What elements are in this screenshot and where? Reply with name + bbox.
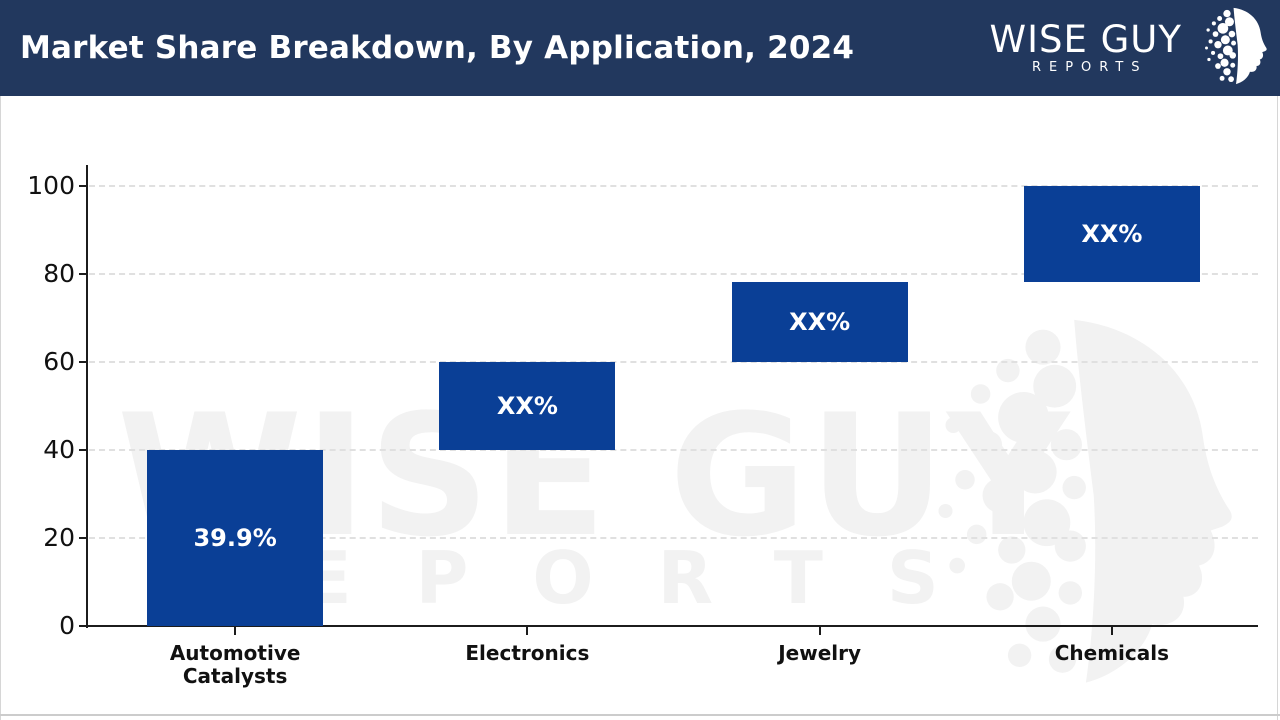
logo-wordmark: WISE GUY bbox=[989, 17, 1182, 61]
bar-chemicals: XX% bbox=[1023, 186, 1200, 282]
y-tick-label-60: 60 bbox=[43, 347, 75, 376]
y-tick-60 bbox=[79, 361, 88, 363]
wiseguy-face-icon bbox=[1205, 7, 1267, 85]
x-category-label-3: Chemicals bbox=[1054, 641, 1170, 665]
chart-canvas: WISE GUY REPORTS 0 20 40 60 80 100 39.9% Automo… bbox=[0, 96, 1278, 720]
y-tick-label-80: 80 bbox=[43, 259, 75, 288]
header: Market Share Breakdown, By Application, … bbox=[0, 0, 1280, 96]
x-category-label-0: Automotive Catalysts bbox=[169, 641, 301, 688]
gridline-80 bbox=[89, 273, 1258, 275]
gridline-100 bbox=[89, 185, 1258, 187]
x-category-label-1: Electronics bbox=[465, 641, 590, 665]
chart-title: Market Share Breakdown, By Application, … bbox=[20, 30, 855, 66]
wiseguy-logo: WISE GUY REPORTS bbox=[990, 6, 1268, 90]
x-category-label-2: Jewelry bbox=[778, 641, 862, 665]
y-tick-label-100: 100 bbox=[27, 171, 75, 200]
gridline-40 bbox=[89, 449, 1258, 451]
y-tick-label-40: 40 bbox=[43, 435, 75, 464]
gridline-20 bbox=[89, 537, 1258, 539]
bar-value-label: 39.9% bbox=[193, 524, 277, 553]
x-tick-3 bbox=[1110, 626, 1113, 635]
y-tick-label-20: 20 bbox=[43, 523, 75, 552]
bottom-border-rule bbox=[0, 714, 1280, 716]
x-axis-line bbox=[85, 625, 1258, 627]
y-tick-40 bbox=[79, 449, 88, 451]
x-tick-2 bbox=[818, 626, 821, 635]
bar-jewelry: XX% bbox=[731, 281, 908, 363]
y-axis-line bbox=[86, 165, 88, 628]
x-tick-1 bbox=[526, 626, 529, 635]
bar-value-label: XX% bbox=[789, 308, 851, 337]
bar-value-label: XX% bbox=[1081, 219, 1143, 248]
y-tick-80 bbox=[79, 273, 88, 275]
y-tick-0 bbox=[79, 625, 88, 627]
gridline-60 bbox=[89, 361, 1258, 363]
y-tick-100 bbox=[79, 185, 88, 187]
x-tick-0 bbox=[234, 626, 237, 635]
bar-automotive-catalysts: 39.9% bbox=[147, 450, 324, 626]
bar-value-label: XX% bbox=[496, 392, 558, 421]
logo-subtitle: REPORTS bbox=[1031, 60, 1148, 76]
y-tick-20 bbox=[79, 537, 88, 539]
y-tick-label-0: 0 bbox=[59, 611, 75, 640]
wiseguy-logo-text: WISE GUY REPORTS bbox=[989, 17, 1182, 76]
bar-electronics: XX% bbox=[439, 362, 616, 451]
